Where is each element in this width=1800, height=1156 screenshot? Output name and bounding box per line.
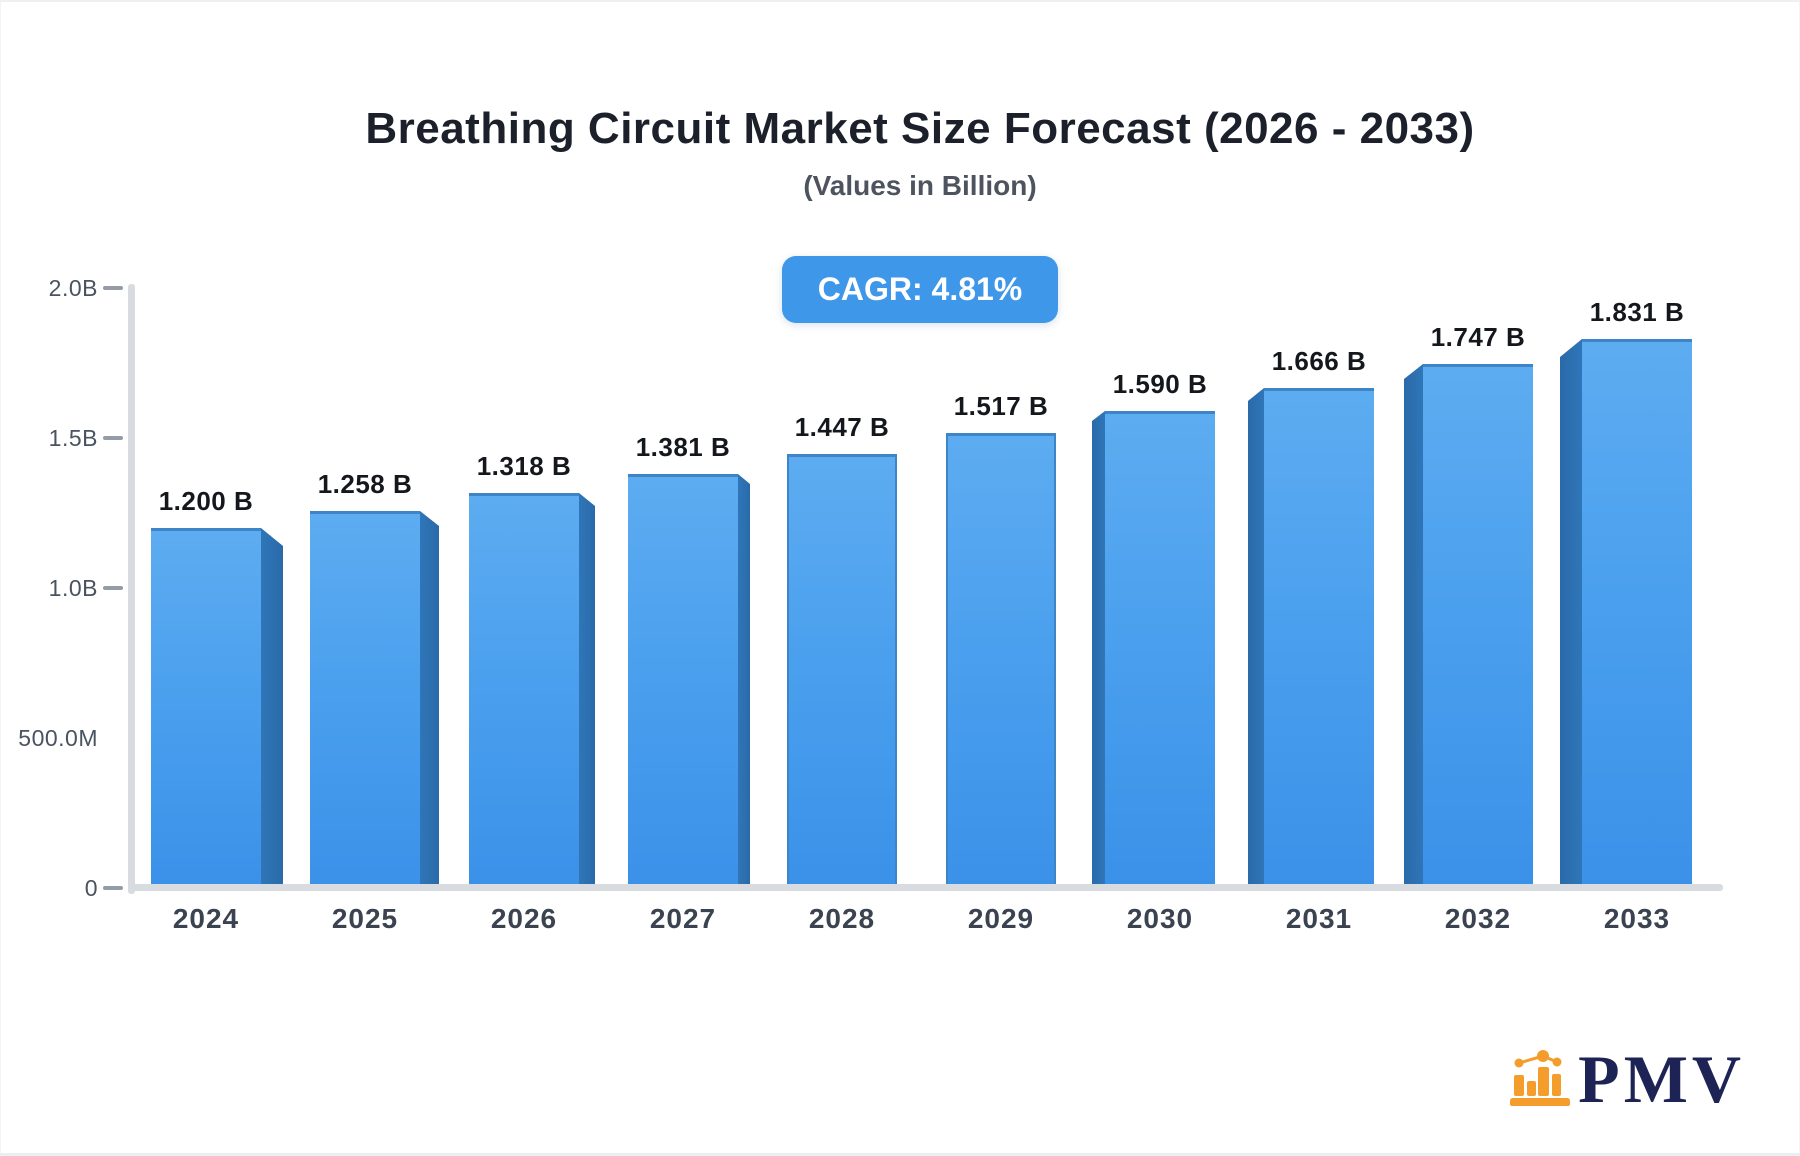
bar-value-label: 1.666 B: [1271, 346, 1367, 376]
brand-name: PMV: [1578, 1041, 1745, 1118]
bar-value-label: 1.318 B: [476, 451, 572, 481]
x-axis-label: 2029: [967, 903, 1035, 934]
bar: [310, 511, 420, 890]
x-axis-label: 2030: [1126, 903, 1194, 934]
brand-logo: PMV: [1509, 1041, 1745, 1118]
x-axis-label: 2033: [1603, 903, 1671, 934]
bar: [787, 454, 897, 890]
bar-value-label: 1.447 B: [794, 412, 890, 442]
x-axis-label: 2027: [649, 903, 717, 934]
y-axis-tick-label: 500.0M: [18, 725, 98, 751]
y-axis-tick-label: 1.0B: [48, 575, 98, 601]
y-axis-tick-label: 1.5B: [48, 425, 98, 451]
bar-3d-side: [1404, 364, 1423, 890]
bar-3d-side: [420, 511, 439, 890]
y-axis-tick-label: 0: [84, 875, 98, 901]
bar-chart-growth-icon: [1510, 1050, 1571, 1106]
x-axis-label: 2025: [331, 903, 399, 934]
y-axis-line: [128, 284, 135, 894]
bar-value-label: 1.517 B: [953, 391, 1049, 421]
x-axis-label: 2031: [1285, 903, 1353, 934]
bar-3d-side: [738, 474, 750, 890]
bar: [1264, 388, 1374, 890]
cagr-badge: CAGR: 4.81%: [781, 256, 1059, 323]
bar: [1105, 411, 1215, 890]
bar: [151, 528, 261, 890]
y-axis-tick-mark: [103, 586, 123, 590]
bar-3d-side: [579, 493, 595, 890]
x-axis-label: 2024: [172, 903, 240, 934]
bar-value-label: 1.831 B: [1589, 297, 1685, 327]
bar-3d-side: [261, 528, 283, 890]
chart-title: Breathing Circuit Market Size Forecast (…: [365, 104, 1475, 153]
bar-value-label: 1.381 B: [635, 432, 731, 462]
bar: [628, 474, 738, 890]
bar: [946, 433, 1056, 890]
y-axis-tick-label: 2.0B: [48, 275, 98, 301]
x-axis-label: 2032: [1444, 903, 1512, 934]
bar-value-label: 1.747 B: [1430, 322, 1526, 352]
x-axis-label: 2028: [808, 903, 876, 934]
bar-3d-side: [1248, 388, 1264, 890]
bar: [1582, 339, 1692, 890]
bar-value-label: 1.258 B: [317, 469, 413, 499]
bar-value-label: 1.590 B: [1112, 369, 1208, 399]
y-axis-tick-mark: [103, 886, 123, 890]
bar: [1423, 364, 1533, 890]
x-axis-line: [128, 884, 1723, 891]
y-axis-tick-mark: [103, 436, 123, 440]
y-axis-tick-mark: [103, 286, 123, 290]
cagr-badge-container: CAGR: 4.81%: [40, 256, 1800, 323]
bar: [469, 493, 579, 890]
bar-3d-side: [1560, 339, 1582, 890]
chart-subtitle: (Values in Billion): [803, 170, 1037, 201]
x-axis-label: 2026: [490, 903, 558, 934]
bar-3d-side: [1092, 411, 1105, 890]
bar-value-label: 1.200 B: [158, 486, 254, 516]
